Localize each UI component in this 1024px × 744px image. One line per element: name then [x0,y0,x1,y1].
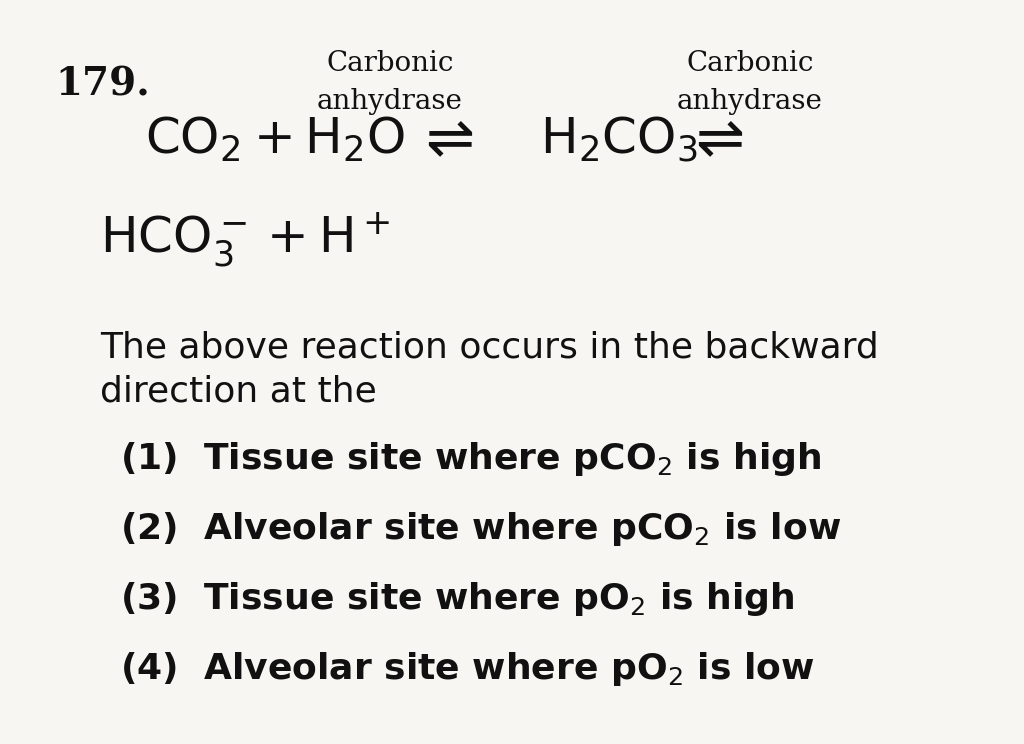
Text: anhydrase: anhydrase [317,88,463,115]
Text: $\mathrm{H_2CO_3}$: $\mathrm{H_2CO_3}$ [540,115,697,164]
Text: (2)  Alveolar site where pCO$_2$ is low: (2) Alveolar site where pCO$_2$ is low [120,510,842,548]
Text: ⇌: ⇌ [695,112,744,168]
Text: 179.: 179. [55,65,150,103]
Text: Carbonic: Carbonic [686,50,814,77]
Text: $\mathrm{CO_2 + H_2O}$: $\mathrm{CO_2 + H_2O}$ [145,115,404,164]
Text: direction at the: direction at the [100,375,377,409]
Text: (3)  Tissue site where pO$_2$ is high: (3) Tissue site where pO$_2$ is high [120,580,795,618]
Text: Carbonic: Carbonic [327,50,454,77]
Text: (1)  Tissue site where pCO$_2$ is high: (1) Tissue site where pCO$_2$ is high [120,440,821,478]
Text: (4)  Alveolar site where pO$_2$ is low: (4) Alveolar site where pO$_2$ is low [120,650,815,688]
Text: The above reaction occurs in the backward: The above reaction occurs in the backwar… [100,330,879,364]
Text: $\mathrm{HCO_3^- + H^+}$: $\mathrm{HCO_3^- + H^+}$ [100,211,390,269]
Text: ⇌: ⇌ [426,112,474,168]
Text: anhydrase: anhydrase [677,88,823,115]
